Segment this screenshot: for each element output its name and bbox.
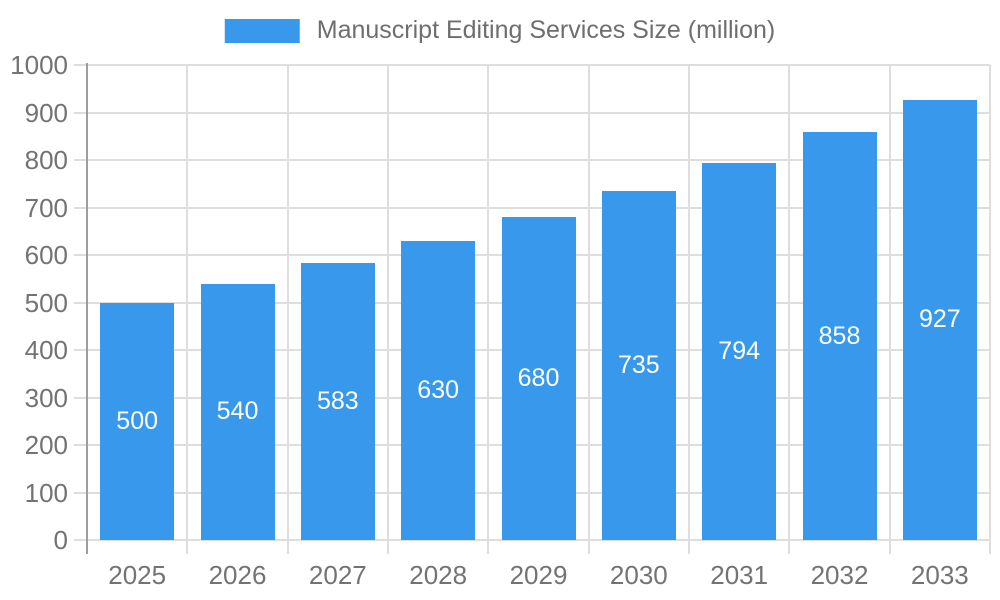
legend-label: Manuscript Editing Services Size (millio…: [316, 16, 776, 44]
y-axis-tick: [74, 301, 87, 304]
x-axis-tick: [286, 540, 289, 554]
chart-legend[interactable]: Manuscript Editing Services Size (millio…: [224, 16, 776, 45]
y-axis-tick: [74, 396, 87, 399]
bar[interactable]: 794: [702, 162, 777, 540]
x-tick-label: 2029: [509, 560, 568, 590]
y-tick-label: 800: [24, 145, 68, 175]
v-gridline: [888, 65, 891, 540]
h-gridline: [87, 159, 990, 161]
x-tick-label: 2033: [910, 560, 969, 590]
x-axis-tick: [387, 540, 389, 554]
x-tick-label: 2031: [710, 560, 769, 590]
x-axis-tick: [487, 540, 490, 554]
y-axis-line: [86, 63, 88, 554]
y-tick-label: 500: [24, 287, 68, 318]
bar-value-label: 794: [718, 336, 761, 365]
y-tick-label: 400: [24, 335, 68, 365]
bar-value-label: 735: [617, 350, 660, 379]
v-gridline: [487, 65, 490, 540]
h-gridline: [87, 539, 990, 541]
v-gridline: [286, 65, 289, 540]
y-axis-tick: [74, 64, 87, 66]
x-tick-label: 2028: [409, 560, 468, 590]
y-axis-tick: [74, 206, 87, 209]
x-tick-label: 2032: [810, 560, 869, 590]
v-gridline: [587, 65, 590, 540]
h-gridline: [87, 111, 990, 114]
y-tick-label: 600: [24, 240, 68, 270]
bar[interactable]: 500: [100, 302, 175, 540]
bar[interactable]: 680: [501, 217, 576, 540]
x-axis-tick: [186, 540, 189, 554]
bar-value-label: 500: [116, 406, 159, 435]
x-tick-label: 2027: [308, 560, 367, 590]
y-axis-tick: [74, 349, 87, 351]
bar-value-label: 540: [216, 397, 259, 426]
legend-swatch-icon: [224, 18, 300, 43]
bar-value-label: 680: [517, 364, 560, 392]
x-axis-tick: [587, 540, 590, 554]
y-tick-label: 200: [24, 430, 68, 460]
y-axis-tick: [74, 254, 87, 256]
y-axis-tick: [74, 491, 87, 494]
h-gridline: [87, 64, 990, 66]
y-tick-label: 1000: [10, 50, 68, 80]
bar-value-label: 858: [818, 321, 861, 350]
y-tick-label: 100: [24, 477, 68, 508]
y-axis-tick: [74, 539, 87, 541]
y-axis-tick: [74, 159, 87, 161]
y-tick-label: 300: [24, 382, 68, 413]
y-tick-label: 0: [53, 525, 68, 555]
y-tick-label: 700: [24, 192, 68, 223]
v-gridline: [788, 65, 791, 540]
y-axis-tick: [74, 111, 87, 114]
bar[interactable]: 630: [401, 240, 476, 540]
bar[interactable]: 858: [802, 132, 877, 540]
v-gridline: [989, 65, 991, 540]
v-gridline: [688, 65, 690, 540]
x-tick-label: 2030: [609, 560, 668, 590]
bar-value-label: 927: [918, 305, 961, 334]
h-gridline: [87, 206, 990, 209]
y-tick-label: 900: [24, 97, 68, 128]
x-tick-label: 2025: [108, 560, 167, 590]
v-gridline: [186, 65, 189, 540]
x-axis-tick: [888, 540, 891, 554]
x-axis-tick: [688, 540, 690, 554]
bar-value-label: 630: [417, 375, 460, 404]
bar[interactable]: 540: [200, 283, 275, 540]
bar[interactable]: 927: [902, 99, 977, 540]
bar-value-label: 583: [316, 387, 359, 416]
v-gridline: [387, 65, 389, 540]
x-axis-tick: [989, 540, 991, 554]
y-axis-tick: [74, 444, 87, 446]
bar[interactable]: 735: [601, 190, 676, 540]
x-axis-tick: [788, 540, 791, 554]
bar[interactable]: 583: [300, 263, 375, 540]
x-tick-label: 2026: [208, 560, 267, 590]
